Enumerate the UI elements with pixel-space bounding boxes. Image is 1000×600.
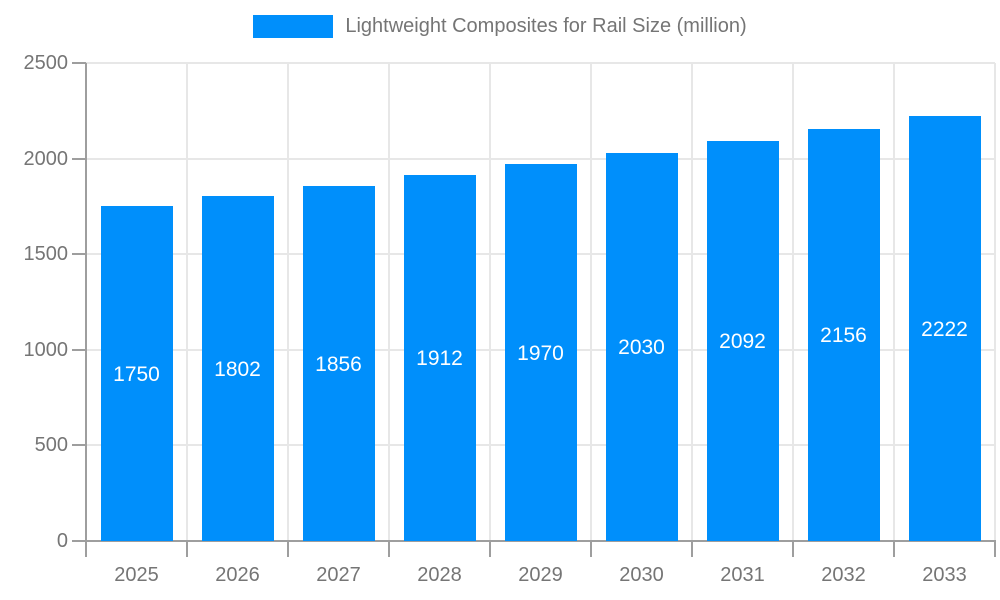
- x-axis-tick: [994, 541, 996, 557]
- gridline-vertical: [590, 63, 592, 541]
- x-tick-label: 2031: [720, 564, 765, 586]
- bar-value-label: 1856: [315, 352, 362, 376]
- chart-legend: Lightweight Composites for Rail Size (mi…: [0, 15, 1000, 38]
- bar-value-label: 2156: [820, 323, 867, 347]
- x-tick-label: 2026: [215, 564, 260, 586]
- y-axis-tick: [72, 157, 86, 160]
- gridline-vertical: [893, 63, 895, 541]
- y-tick-label: 1000: [23, 338, 69, 361]
- gridline-vertical: [489, 63, 491, 541]
- x-axis-line: [85, 540, 996, 542]
- legend-swatch: [253, 15, 334, 38]
- y-tick-label: 500: [34, 434, 68, 457]
- bar-value-label: 2222: [921, 317, 968, 341]
- x-tick-label: 2029: [518, 564, 563, 586]
- y-tick-label: 2500: [23, 52, 69, 74]
- y-axis-tick: [72, 348, 86, 351]
- bar-value-label: 1912: [416, 347, 463, 371]
- bar: [706, 141, 779, 541]
- x-tick-label: 2030: [619, 564, 664, 586]
- gridline-vertical: [994, 63, 996, 541]
- x-tick-label: 2027: [316, 564, 361, 586]
- bar: [302, 186, 375, 541]
- bar-value-label: 1802: [214, 357, 261, 381]
- x-axis-tick: [85, 541, 87, 557]
- gridline-vertical: [792, 63, 794, 541]
- gridline-vertical: [388, 63, 390, 541]
- y-tick-label: 1500: [23, 243, 69, 266]
- x-axis-tick: [893, 541, 895, 557]
- bar: [807, 128, 880, 541]
- x-tick-label: 2032: [821, 564, 866, 586]
- x-axis-tick: [388, 541, 390, 557]
- bar: [403, 175, 476, 541]
- bar: [504, 164, 577, 541]
- x-tick-label: 2028: [417, 564, 462, 586]
- y-axis-tick: [72, 540, 86, 542]
- legend-item[interactable]: Lightweight Composites for Rail Size (mi…: [253, 15, 747, 38]
- bar: [201, 196, 274, 541]
- y-axis-line: [85, 63, 87, 541]
- bar: [605, 152, 678, 541]
- x-axis-tick: [186, 541, 188, 557]
- x-axis-tick: [287, 541, 289, 557]
- bar: [100, 206, 173, 541]
- x-tick-label: 2033: [922, 564, 967, 586]
- gridline-vertical: [186, 63, 188, 541]
- bar: [908, 116, 981, 541]
- bar-value-label: 1750: [113, 362, 160, 386]
- x-axis-tick: [489, 541, 491, 557]
- y-axis-tick: [72, 444, 86, 447]
- x-axis-tick: [691, 541, 693, 557]
- gridline-vertical: [691, 63, 693, 541]
- y-tick-label: 0: [56, 530, 68, 552]
- gridline-horizontal: [86, 157, 995, 160]
- bar-value-label: 2030: [618, 335, 665, 359]
- y-axis-tick: [72, 253, 86, 256]
- gridline-horizontal: [86, 62, 995, 64]
- x-tick-label: 2025: [114, 564, 159, 586]
- gridline-vertical: [287, 63, 289, 541]
- bar-value-label: 1970: [517, 341, 564, 365]
- y-axis-tick: [72, 62, 86, 64]
- x-axis-tick: [590, 541, 592, 557]
- y-tick-label: 2000: [23, 147, 69, 170]
- x-axis-tick: [792, 541, 794, 557]
- bar-value-label: 2092: [719, 330, 766, 353]
- legend-label: Lightweight Composites for Rail Size (mi…: [345, 15, 747, 37]
